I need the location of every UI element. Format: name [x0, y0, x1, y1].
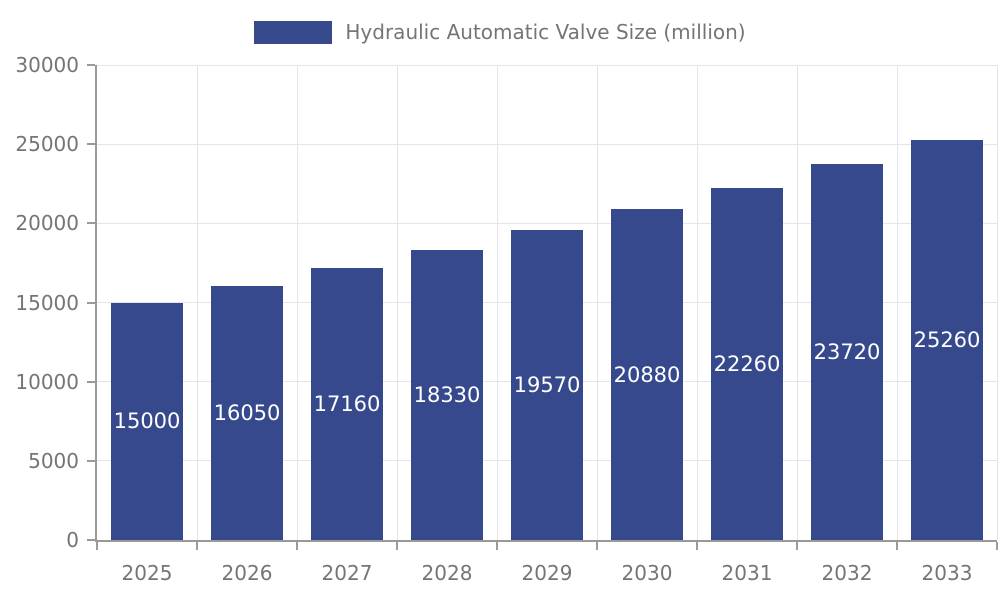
x-axis-tick — [796, 542, 798, 550]
bar-2033: 25260 — [911, 140, 983, 540]
bar-2027: 17160 — [311, 268, 383, 540]
y-axis-tick-label: 30000 — [15, 53, 79, 77]
gridline-vertical — [396, 65, 398, 540]
x-axis-tick-label: 2025 — [121, 561, 173, 585]
gridline-vertical — [896, 65, 898, 540]
bar-2029: 19570 — [511, 230, 583, 540]
gridline-vertical — [696, 65, 698, 540]
legend-swatch — [254, 20, 333, 44]
bar-2026: 16050 — [211, 285, 283, 540]
bar-2032: 23720 — [811, 164, 883, 540]
bar-value-label: 17160 — [313, 392, 381, 417]
y-axis-tick — [87, 380, 95, 383]
x-axis-tick-label: 2027 — [321, 561, 373, 585]
x-axis-tick — [296, 542, 298, 550]
gridline-vertical — [196, 65, 198, 540]
x-axis-tick — [196, 542, 198, 550]
x-axis-tick — [96, 542, 98, 550]
x-axis-tick-label: 2029 — [521, 561, 573, 585]
bar-value-label: 15000 — [113, 409, 181, 434]
gridline-horizontal — [97, 64, 997, 66]
bar-2028: 18330 — [411, 249, 483, 540]
bar-value-label: 18330 — [413, 382, 481, 407]
plot-area: 0 5000 10000 15000 20000 25000 30000 2025 2026 20… — [15, 53, 998, 585]
y-axis-tick-label: 0 — [66, 528, 79, 552]
bar-value-label: 22260 — [713, 351, 781, 376]
legend-label: Hydraulic Automatic Valve Size (million) — [345, 20, 746, 44]
y-axis-tick — [87, 222, 95, 225]
gridline-horizontal — [97, 222, 997, 224]
x-axis-tick-label: 2026 — [221, 561, 273, 585]
x-axis-tick — [596, 542, 598, 550]
x-axis-tick — [496, 542, 498, 550]
y-axis-tick — [87, 143, 95, 146]
gridline-vertical — [796, 65, 798, 540]
x-axis-tick-label: 2030 — [621, 561, 673, 585]
y-axis-tick-label: 15000 — [15, 290, 79, 315]
x-axis-tick — [696, 542, 698, 550]
y-axis-tick-label: 10000 — [15, 369, 79, 394]
gridline-vertical — [296, 65, 298, 540]
bar-2030: 20880 — [611, 209, 683, 540]
gridline-vertical — [496, 65, 498, 540]
bar-value-label: 16050 — [213, 400, 281, 425]
gridline-vertical — [596, 65, 598, 540]
bar-value-label: 20880 — [613, 362, 681, 387]
gridline-horizontal — [97, 143, 997, 145]
bar-value-label: 19570 — [513, 373, 581, 398]
y-axis-tick-label: 20000 — [15, 211, 79, 236]
y-axis-tick-label: 5000 — [28, 448, 79, 473]
x-axis-tick-label: 2031 — [721, 561, 773, 585]
x-axis-tick-label: 2033 — [921, 561, 973, 585]
bar-2025: 15000 — [111, 302, 183, 540]
bar-2031: 22260 — [711, 187, 783, 540]
x-axis-tick-label: 2028 — [421, 561, 473, 585]
y-axis-tick — [87, 459, 95, 462]
x-axis-tick — [896, 542, 898, 550]
y-axis-tick — [87, 64, 95, 66]
y-axis-tick-label: 25000 — [15, 132, 79, 157]
bar-value-label: 25260 — [913, 328, 981, 353]
bar-value-label: 23720 — [813, 340, 881, 365]
legend: Hydraulic Automatic Valve Size (million) — [0, 20, 1000, 44]
x-axis-tick-label: 2032 — [821, 561, 873, 585]
gridline-vertical — [996, 65, 998, 540]
x-axis-tick — [396, 542, 398, 550]
y-axis-tick — [87, 539, 95, 541]
y-axis-tick — [87, 301, 95, 304]
x-axis-tick — [996, 542, 998, 550]
